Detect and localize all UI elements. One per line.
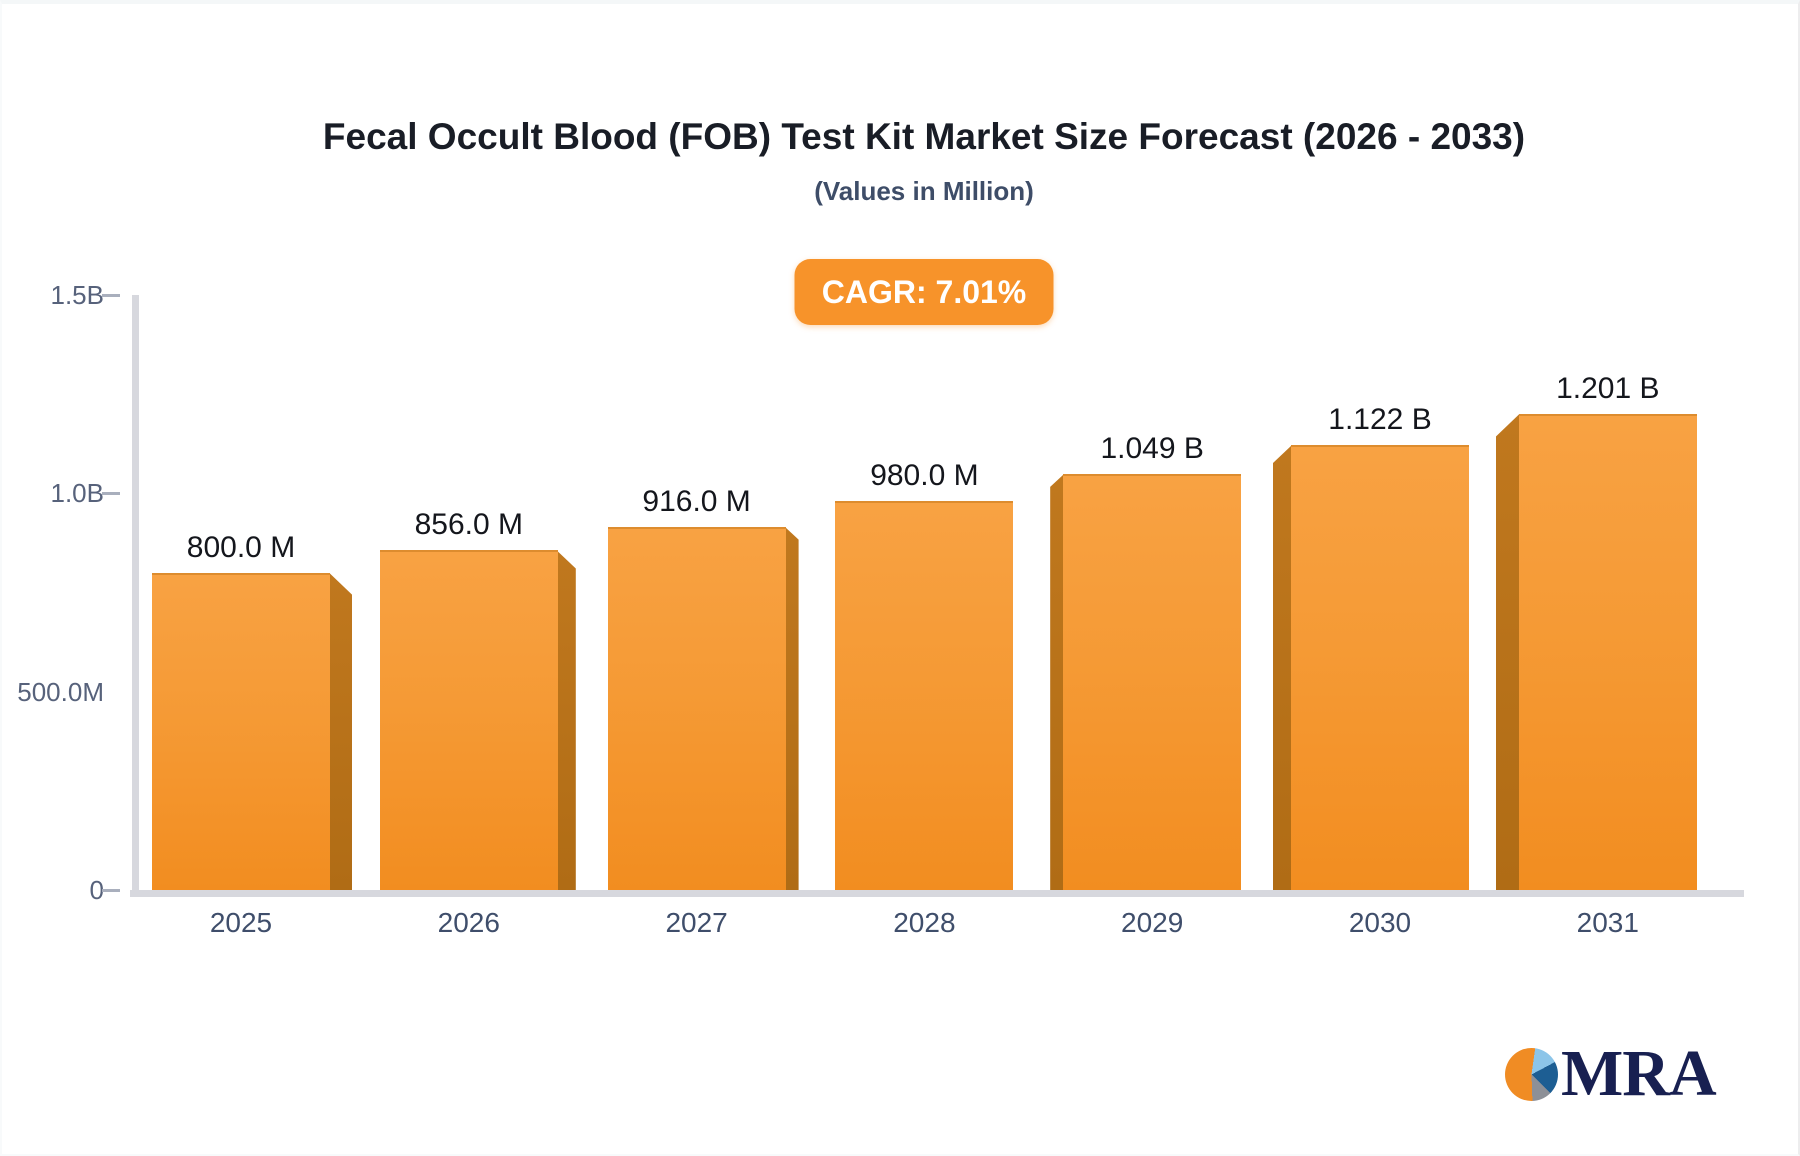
x-axis-label-2031: 2031 [1576,907,1639,938]
pie-chart-logo-icon [1505,1047,1558,1101]
bar-2029[interactable] [1063,473,1242,890]
bar-chart-plot: 1.5B 1.0B 500.0M 0 800.0 M 2025 856.0 M 2026 916… [2,4,1798,1154]
bar-2031[interactable] [1518,413,1697,890]
x-axis-label-2026: 2026 [437,907,500,938]
bar-side-face-2029 [1050,473,1065,890]
bar-side-face-2027 [784,526,799,890]
bar-value-label-2028: 980.0 M [870,459,979,493]
bar-2025[interactable] [152,572,330,890]
bar-side-face-2025 [329,572,352,890]
page-title: Fecal Occult Blood (FOB) Test Kit Market… [322,116,1526,157]
bar-value-label-2025: 800.0 M [186,530,296,564]
bar-side-face-2030 [1273,444,1292,890]
bar-2028[interactable] [835,501,1014,890]
y-axis-tick-dash [102,889,120,892]
bar-2026[interactable] [379,550,558,890]
y-axis-tick-label-500.0M: 500.0M [17,676,104,707]
x-axis-label-2025: 2025 [209,907,273,938]
x-axis-label-2030: 2030 [1348,907,1412,938]
bar-2030[interactable] [1291,444,1469,890]
bar-value-label-2029: 1.049 B [1100,431,1204,465]
bar-value-label-2026: 856.0 M [414,508,523,542]
bar-2027[interactable] [607,526,786,890]
bar-value-label-2031: 1.201 B [1556,371,1660,405]
x-axis-line [130,890,1744,897]
bar-value-label-2030: 1.122 B [1328,402,1432,436]
y-axis-tick-label-1.5B: 1.5B [50,280,105,310]
x-axis-label-2028: 2028 [893,907,956,938]
y-axis-tick-dash [102,294,120,297]
brand-logo: MRA [1505,1037,1717,1110]
y-axis-line [132,295,139,897]
cagr-badge: CAGR: 7.01% [794,259,1054,325]
page-subtitle: (Values in Million) [814,176,1034,206]
x-axis-label-2029: 2029 [1121,907,1184,938]
x-axis-label-2027: 2027 [665,907,728,938]
bar-value-label-2027: 916.0 M [642,484,751,518]
brand-name: MRA [1561,1037,1717,1110]
bar-side-face-2031 [1495,413,1520,890]
y-axis-tick-dash [102,492,120,496]
y-axis-tick-label-0: 0 [89,875,104,905]
bar-side-face-2026 [556,550,576,890]
y-axis-tick-label-1.0B: 1.0B [50,478,105,509]
